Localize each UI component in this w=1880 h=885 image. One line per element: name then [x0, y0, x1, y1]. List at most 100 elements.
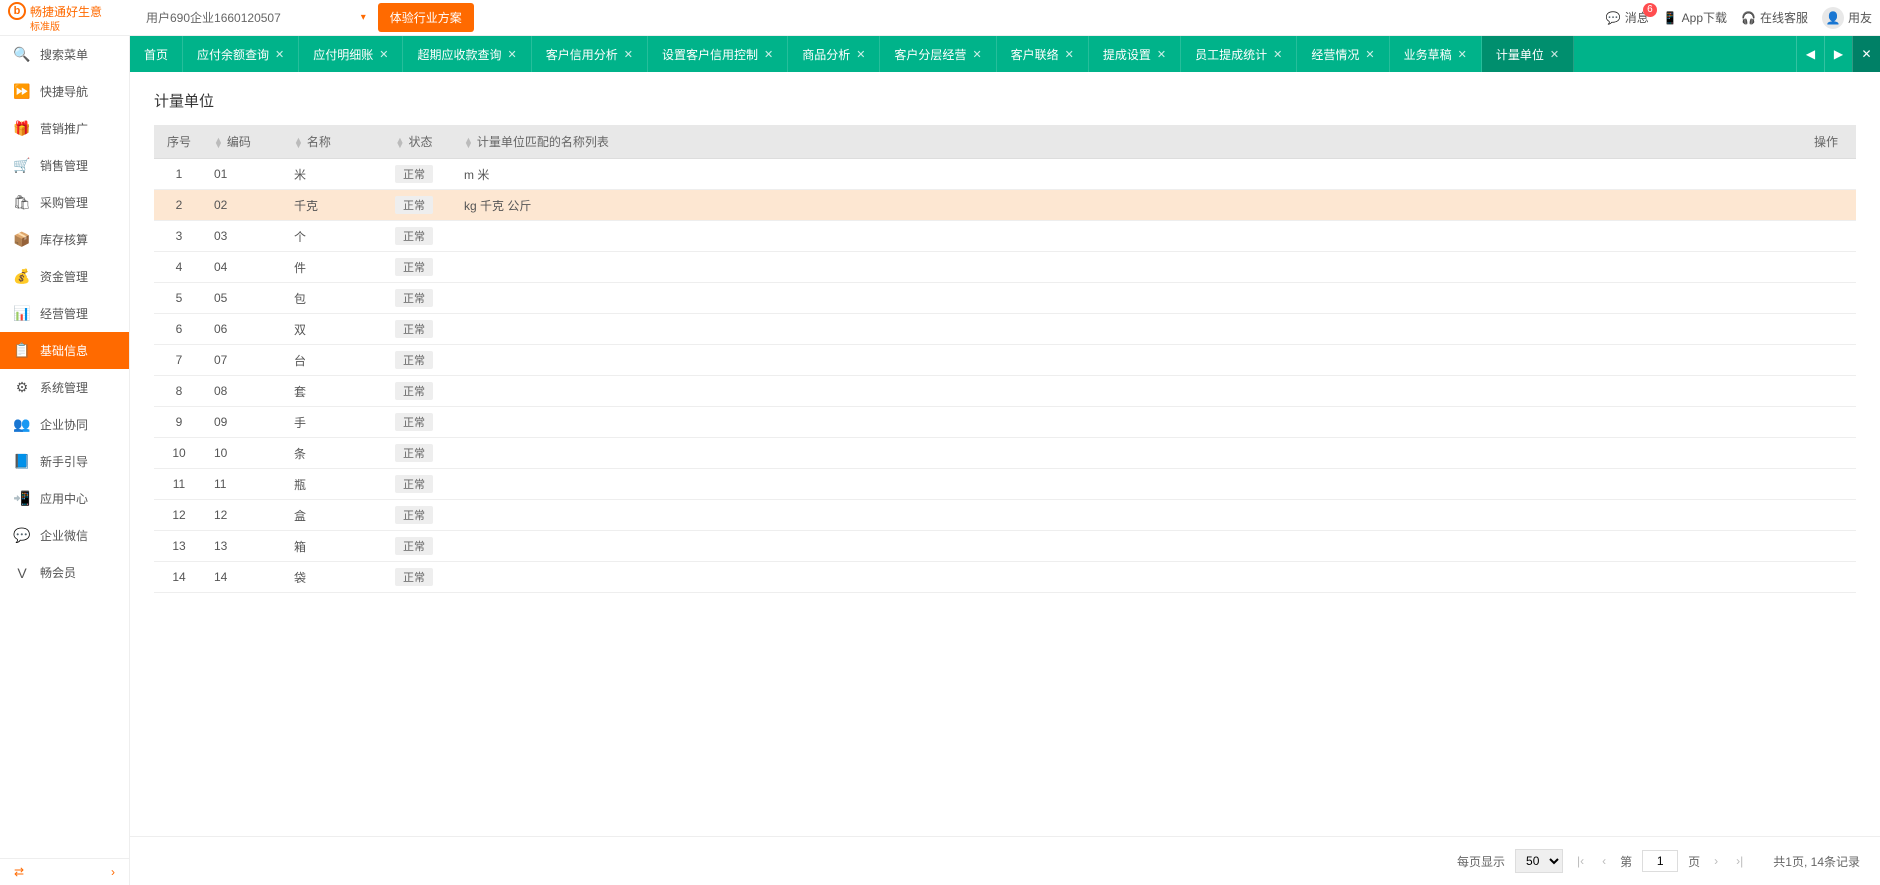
user-menu[interactable]: 👤 用友: [1822, 7, 1872, 29]
table-row[interactable]: 808套正常: [154, 376, 1856, 407]
close-icon[interactable]: ✕: [1157, 48, 1166, 61]
tab[interactable]: 提成设置 ✕: [1089, 36, 1181, 72]
close-icon[interactable]: ✕: [1550, 48, 1559, 61]
page-next[interactable]: ›: [1710, 854, 1722, 868]
tenant-selector[interactable]: 用户690企业1660120507 ▾: [146, 9, 366, 26]
tab-label: 客户联络: [1011, 46, 1059, 63]
tab[interactable]: 商品分析✕: [788, 36, 880, 72]
sidebar-item-info[interactable]: 📋基础信息: [0, 332, 129, 369]
tab[interactable]: 客户分层经营✕: [880, 36, 996, 72]
close-icon[interactable]: ✕: [856, 48, 865, 61]
app-download-link[interactable]: 📱 App下载: [1663, 9, 1727, 26]
sidebar-item-vip[interactable]: V畅会员: [0, 554, 129, 591]
table-row[interactable]: 505包正常: [154, 283, 1856, 314]
tab[interactable]: 客户信用分析✕: [532, 36, 648, 72]
table-row[interactable]: 101米正常m 米: [154, 159, 1856, 190]
close-icon[interactable]: ✕: [1458, 48, 1467, 61]
table-row[interactable]: 909手正常: [154, 407, 1856, 438]
cell-code: 03: [204, 221, 284, 252]
sidebar-item-bag[interactable]: 🛍采购管理: [0, 184, 129, 221]
tab-scroll-left[interactable]: ◀: [1796, 36, 1824, 72]
cell-op: [1796, 562, 1856, 593]
table-row[interactable]: 1212盒正常: [154, 500, 1856, 531]
page-prev[interactable]: ‹: [1598, 854, 1610, 868]
col-code[interactable]: ▲▼编码: [204, 125, 284, 159]
sidebar-item-wechat[interactable]: 💬企业微信: [0, 517, 129, 554]
sidebar-item-guide[interactable]: 📘新手引导: [0, 443, 129, 480]
cell-op: [1796, 283, 1856, 314]
units-table: 序号 ▲▼编码 ▲▼名称 ▲▼状态 ▲▼计量单位匹配的名称列表 操作 101米正…: [154, 125, 1856, 836]
tab-label: 提成设置: [1103, 46, 1151, 63]
page-input[interactable]: [1642, 850, 1678, 872]
cell-code: 10: [204, 438, 284, 469]
tab[interactable]: 应付余额查询✕: [183, 36, 299, 72]
cell-status: 正常: [374, 376, 454, 407]
page-first[interactable]: |‹: [1573, 854, 1588, 868]
table-row[interactable]: 202千克正常kg 千克 公斤: [154, 190, 1856, 221]
cell-name: 件: [284, 252, 374, 283]
table-row[interactable]: 303个正常: [154, 221, 1856, 252]
sidebar-item-gift[interactable]: 🎁营销推广: [0, 110, 129, 147]
tab-scroll-right[interactable]: ▶: [1824, 36, 1852, 72]
sidebar-item-team[interactable]: 👥企业协同: [0, 406, 129, 443]
status-tag: 正常: [395, 258, 433, 276]
sort-icon: ▲▼: [214, 138, 223, 148]
sidebar-item-nav[interactable]: ⏩快捷导航: [0, 73, 129, 110]
per-page-select[interactable]: 50: [1515, 849, 1563, 873]
tab[interactable]: 员工提成统计✕: [1181, 36, 1297, 72]
close-icon[interactable]: ✕: [1065, 48, 1074, 61]
col-seq[interactable]: 序号: [154, 125, 204, 159]
close-icon[interactable]: ✕: [1273, 48, 1282, 61]
tab[interactable]: 首页: [130, 36, 183, 72]
tab[interactable]: 业务草稿✕: [1390, 36, 1482, 72]
table-row[interactable]: 606双正常: [154, 314, 1856, 345]
table-row[interactable]: 1313箱正常: [154, 531, 1856, 562]
tab[interactable]: 超期应收款查询✕: [403, 36, 531, 72]
cell-seq: 3: [154, 221, 204, 252]
page-last[interactable]: ›|: [1732, 854, 1747, 868]
sidebar-item-chart[interactable]: 📊经营管理: [0, 295, 129, 332]
col-status[interactable]: ▲▼状态: [374, 125, 454, 159]
tab[interactable]: 客户联络 ✕: [997, 36, 1089, 72]
sidebar-item-app[interactable]: 📲应用中心: [0, 480, 129, 517]
cell-code: 13: [204, 531, 284, 562]
cell-seq: 8: [154, 376, 204, 407]
sidebar-item-box[interactable]: 📦库存核算: [0, 221, 129, 258]
close-icon[interactable]: ✕: [379, 48, 388, 61]
status-tag: 正常: [395, 382, 433, 400]
tab[interactable]: 经营情况✕: [1297, 36, 1389, 72]
col-name[interactable]: ▲▼名称: [284, 125, 374, 159]
close-icon[interactable]: ✕: [624, 48, 633, 61]
table-row[interactable]: 1010条正常: [154, 438, 1856, 469]
tab-close-all[interactable]: ✕: [1852, 36, 1880, 72]
cell-code: 11: [204, 469, 284, 500]
tab-label: 应付明细账: [313, 46, 373, 63]
close-icon[interactable]: ✕: [508, 48, 517, 61]
support-link[interactable]: 🎧 在线客服: [1741, 9, 1808, 26]
close-icon[interactable]: ✕: [764, 48, 773, 61]
tab[interactable]: 设置客户信用控制✕: [648, 36, 788, 72]
cell-status: 正常: [374, 438, 454, 469]
close-icon[interactable]: ✕: [275, 48, 284, 61]
table-row[interactable]: 707台正常: [154, 345, 1856, 376]
close-icon[interactable]: ✕: [1365, 48, 1374, 61]
table-row[interactable]: 1414袋正常: [154, 562, 1856, 593]
sidebar-more-icon[interactable]: ›: [111, 865, 115, 879]
status-tag: 正常: [395, 444, 433, 462]
sidebar-collapse-icon[interactable]: ⇄: [14, 865, 24, 879]
messages-link[interactable]: 💬 消息 6: [1606, 9, 1649, 26]
table-row[interactable]: 1111瓶正常: [154, 469, 1856, 500]
sidebar-item-money[interactable]: 💰资金管理: [0, 258, 129, 295]
table-row[interactable]: 404件正常: [154, 252, 1856, 283]
close-icon[interactable]: ✕: [972, 48, 981, 61]
sidebar-item-search[interactable]: 🔍搜索菜单: [0, 36, 129, 73]
status-tag: 正常: [395, 289, 433, 307]
trial-button[interactable]: 体验行业方案: [378, 3, 474, 32]
cell-name: 双: [284, 314, 374, 345]
sidebar-item-cart[interactable]: 🛒销售管理: [0, 147, 129, 184]
col-alias[interactable]: ▲▼计量单位匹配的名称列表: [454, 125, 1796, 159]
tab[interactable]: 计量单位✕: [1482, 36, 1574, 72]
status-tag: 正常: [395, 475, 433, 493]
tab[interactable]: 应付明细账 ✕: [299, 36, 403, 72]
sidebar-item-gear[interactable]: ⚙系统管理: [0, 369, 129, 406]
